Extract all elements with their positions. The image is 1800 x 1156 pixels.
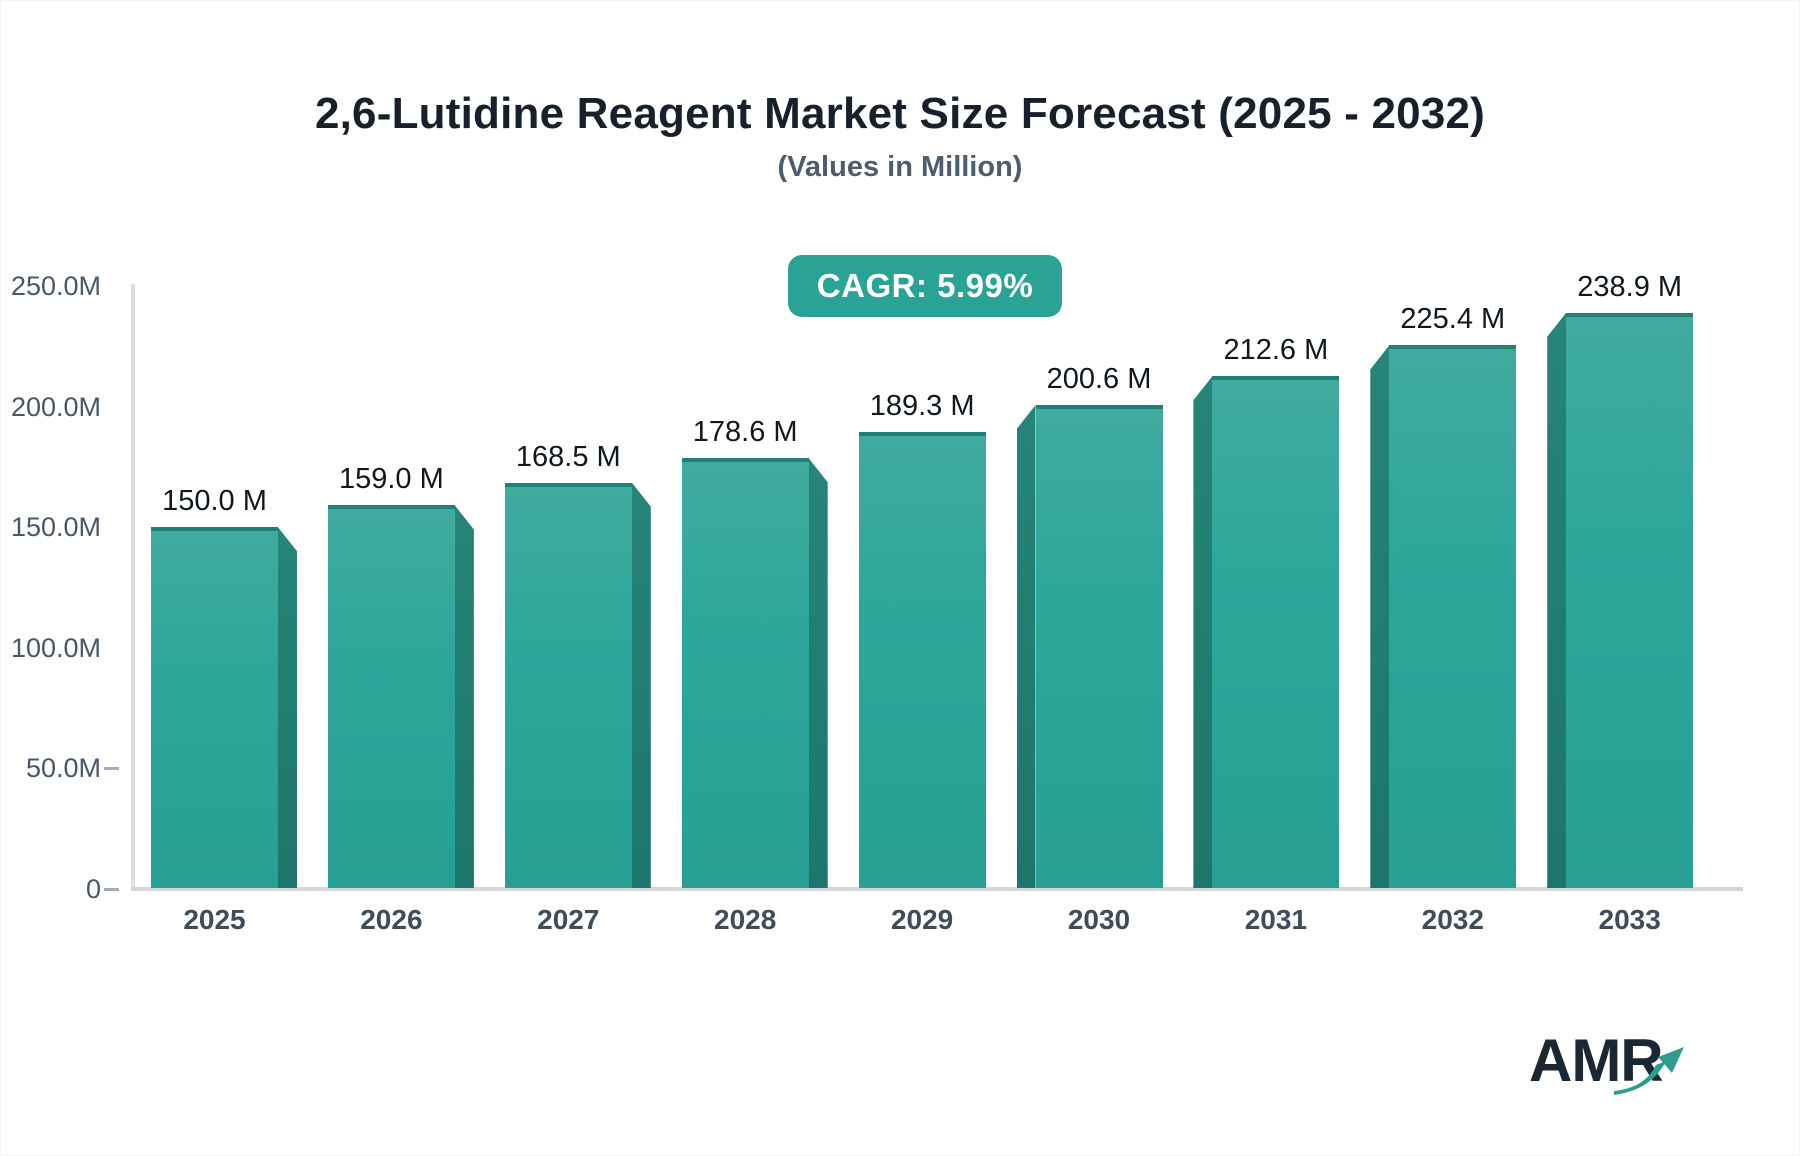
x-axis-label-2033: 2033 [1598, 904, 1661, 935]
bar-3d-side [1193, 376, 1213, 888]
bar-value-label-2027: 168.5 M [515, 440, 621, 473]
y-axis-line [131, 284, 135, 891]
bar-value-label-2028: 178.6 M [692, 416, 798, 449]
bar-value-label-2030: 200.6 M [1046, 363, 1152, 396]
amr-logo-text: AMR [1529, 1027, 1664, 1094]
bar-face [504, 482, 632, 888]
bar-2028 [681, 458, 828, 888]
bar-3d-side [454, 505, 474, 888]
bar-3d-side [808, 458, 828, 888]
bar-face [858, 432, 986, 888]
bar-2025 [151, 527, 297, 888]
bar-2032 [1370, 345, 1517, 888]
bar-value-label-2033: 238.9 M [1577, 270, 1683, 303]
bar-value-label-2029: 189.3 M [869, 390, 975, 423]
bar-face [1035, 405, 1163, 888]
bar-2029 [858, 432, 986, 888]
bar-2026 [327, 505, 474, 888]
amr-logo: AMR [1529, 1031, 1719, 1117]
bar-2027 [504, 482, 651, 888]
bar-face [151, 527, 278, 888]
y-axis-label-200.0M: 200.0M [10, 391, 101, 422]
x-axis-label-2031: 2031 [1244, 904, 1308, 935]
y-axis-label-50.0M: 50.0M [25, 753, 101, 784]
bar-3d-side [1016, 405, 1036, 888]
chart-subtitle: (Values in Million) [777, 151, 1023, 183]
x-axis-label-2028: 2028 [714, 904, 777, 935]
bar-face [681, 458, 809, 888]
bar-value-label-2025: 150.0 M [162, 485, 267, 518]
bar-3d-side [278, 527, 297, 888]
bar-2031 [1193, 376, 1340, 888]
bar-value-label-2026: 159.0 M [338, 463, 444, 496]
y-axis-label-250.0M: 250.0M [10, 271, 101, 301]
x-axis-label-2030: 2030 [1067, 904, 1131, 935]
chart-title: 2,6-Lutidine Reagent Market Size Forecas… [314, 89, 1486, 138]
bar-2030 [1016, 405, 1163, 888]
x-axis-label-2027: 2027 [537, 904, 600, 935]
bar-face [1212, 376, 1340, 888]
x-axis-label-2025: 2025 [183, 904, 246, 935]
bar-value-label-2031: 212.6 M [1223, 334, 1329, 367]
y-axis-label-100.0M: 100.0M [10, 632, 101, 663]
bar-value-label-2032: 225.4 M [1400, 303, 1506, 336]
bar-face [1389, 345, 1517, 888]
x-axis-label-2026: 2026 [360, 904, 423, 935]
cagr-badge: CAGR: 5.99% [788, 255, 1062, 317]
bar-3d-side [1370, 345, 1390, 888]
y-axis-label-150.0M: 150.0M [10, 512, 101, 543]
y-axis-tick [104, 767, 119, 771]
bar-face [327, 505, 455, 888]
x-axis-label-2029: 2029 [890, 904, 954, 935]
growth-arrow-icon [1614, 1047, 1684, 1095]
bar-3d-side [631, 482, 651, 888]
bar-3d-side [1547, 312, 1567, 888]
x-axis-label-2032: 2032 [1421, 904, 1484, 935]
y-axis-label-0: 0 [85, 874, 101, 904]
cagr-badge-label: CAGR: 5.99% [816, 267, 1034, 304]
y-axis-tick [104, 888, 119, 891]
bar-2033 [1547, 312, 1694, 888]
x-axis-baseline [131, 887, 1743, 891]
bar-face [1566, 312, 1694, 888]
